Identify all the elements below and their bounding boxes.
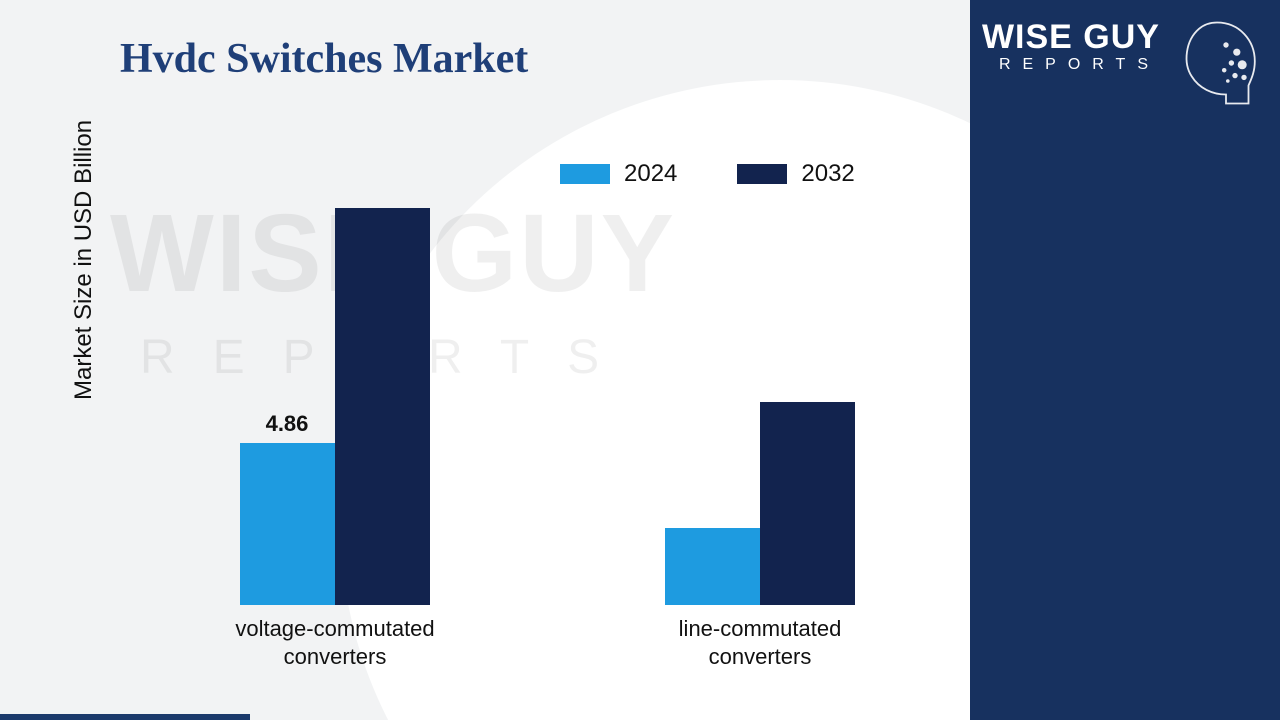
legend-label: 2024 bbox=[624, 160, 677, 188]
legend-item: 2024 bbox=[560, 160, 677, 188]
bar bbox=[760, 402, 855, 605]
legend-label: 2032 bbox=[801, 160, 854, 188]
legend-swatch-icon bbox=[560, 164, 610, 184]
x-axis-category-label: voltage-commutated converters bbox=[205, 615, 465, 670]
chart-plot-area: 4.86voltage-commutated convertersline-co… bbox=[130, 205, 950, 605]
brand-logo-main: WISE GUY bbox=[982, 20, 1160, 54]
bar bbox=[665, 528, 760, 605]
x-axis-category-label: line-commutated converters bbox=[630, 615, 890, 670]
chart-title: Hvdc Switches Market bbox=[120, 35, 528, 83]
right-brand-panel bbox=[970, 0, 1280, 720]
page-root: WISE GUY REPORTS Hvdc Switches Market WI… bbox=[0, 0, 1280, 720]
legend-swatch-icon bbox=[737, 164, 787, 184]
legend-item: 2032 bbox=[737, 160, 854, 188]
brand-logo: WISE GUY REPORTS bbox=[982, 20, 1160, 74]
bar-group bbox=[240, 208, 430, 605]
y-axis-label: Market Size in USD Billion bbox=[70, 120, 98, 400]
bar-group bbox=[665, 402, 855, 605]
bar bbox=[240, 443, 335, 605]
bottom-accent-bar bbox=[0, 714, 250, 720]
brand-logo-sub: REPORTS bbox=[982, 56, 1160, 74]
logo-head-icon bbox=[1172, 18, 1262, 108]
chart-legend: 2024 2032 bbox=[560, 160, 855, 188]
bar bbox=[335, 208, 430, 605]
